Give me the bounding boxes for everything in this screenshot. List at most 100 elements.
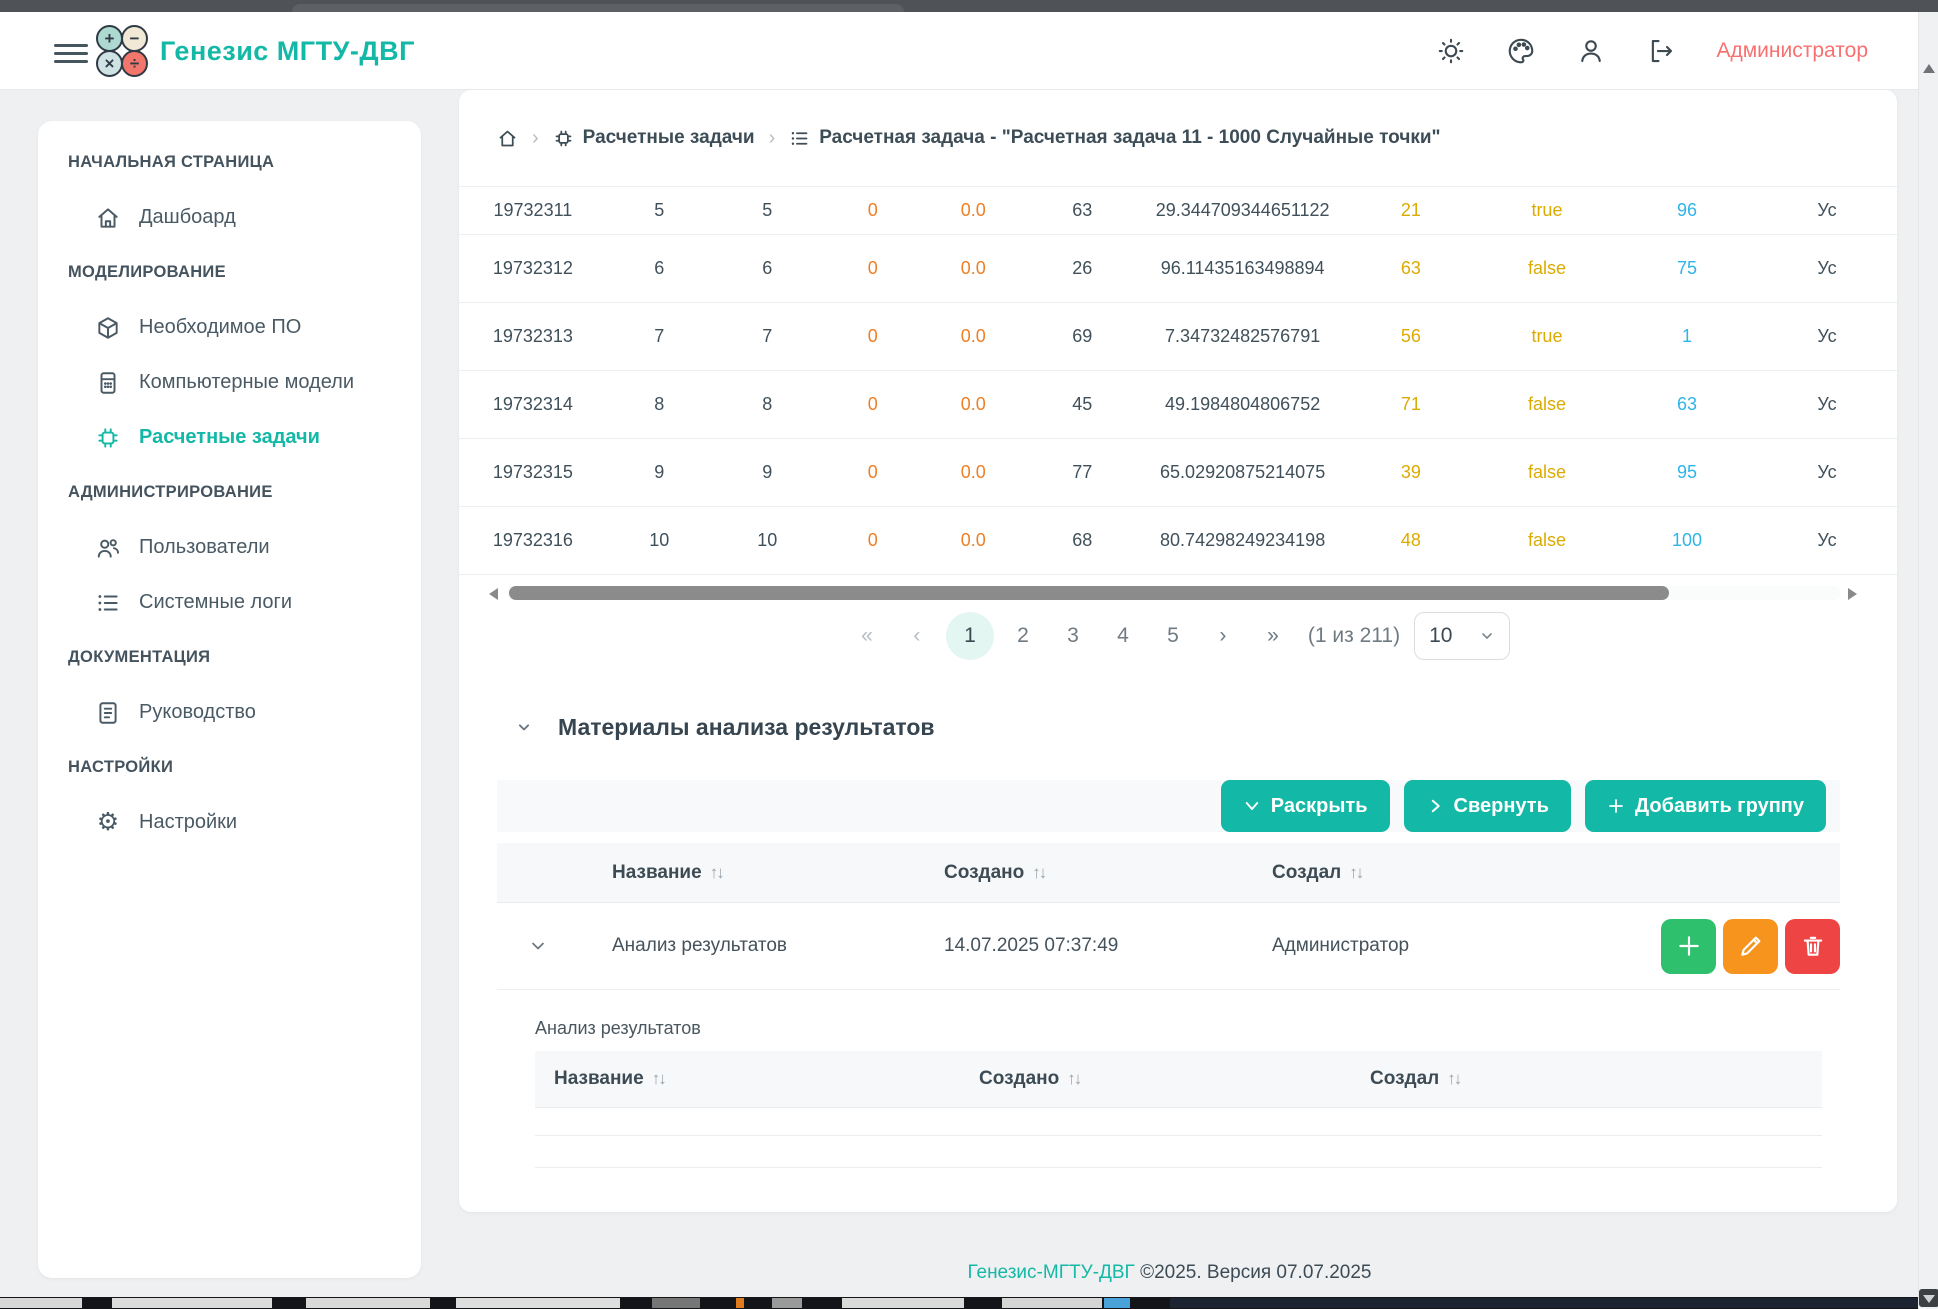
cell: 63 — [1400, 258, 1421, 278]
sidebar-item-label: Дашбоард — [139, 206, 236, 228]
add-group-button[interactable]: Добавить группу — [1584, 780, 1826, 832]
sidebar-item-software[interactable]: Необходимое ПО — [38, 300, 421, 355]
scroll-down-arrow[interactable] — [1919, 1289, 1938, 1307]
sort-icon[interactable] — [652, 1069, 665, 1089]
calculator-icon — [95, 370, 121, 396]
breadcrumb-calculation-tasks[interactable]: Расчетные задачи — [553, 127, 755, 149]
list-icon — [791, 131, 808, 145]
sidebar-item-label: Пользователи — [139, 536, 270, 558]
cell: 45 — [1072, 394, 1093, 414]
table-row[interactable]: 19732311 5 5 0 0.0 63 29.344709344651122… — [459, 187, 1897, 235]
column-header-created[interactable]: Создано — [979, 1068, 1370, 1090]
column-header-name[interactable]: Название — [578, 862, 911, 884]
pagination-page-5[interactable]: 5 — [1167, 624, 1179, 647]
table-row[interactable]: 19732315 9 9 0 0.0 77 65.02920875214075 … — [459, 439, 1897, 507]
sidebar-item-manual[interactable]: Руководство — [38, 685, 421, 740]
cell: 96 — [1676, 200, 1697, 220]
cell: 10 — [757, 530, 778, 550]
collapse-all-button[interactable]: Свернуть — [1403, 780, 1571, 832]
cell: 77 — [1072, 462, 1093, 482]
user-icon[interactable] — [1576, 36, 1606, 66]
group-name: Анализ результатов — [612, 935, 788, 956]
scroll-left-arrow-icon[interactable] — [489, 588, 498, 600]
expand-all-button[interactable]: Раскрыть — [1220, 780, 1390, 832]
group-row: Анализ результатов 14.07.2025 07:37:49 А… — [497, 903, 1840, 990]
pagination-first[interactable]: « — [861, 624, 873, 647]
main-content-card: › Расчетные задачи › Расчетная задача - … — [459, 90, 1897, 1212]
sort-icon[interactable] — [1032, 863, 1045, 883]
table-row[interactable]: 19732314 8 8 0 0.0 45 49.1984804806752 7… — [459, 371, 1897, 439]
cell: Ус — [1817, 326, 1837, 346]
cell: 56 — [1400, 326, 1421, 346]
table-row[interactable]: 19732312 6 6 0 0.0 26 96.11435163498894 … — [459, 235, 1897, 303]
sidebar-item-settings[interactable]: ⚙ Настройки — [38, 795, 421, 850]
table-row[interactable]: 19732313 7 7 0 0.0 69 7.34732482576791 5… — [459, 303, 1897, 371]
sort-icon[interactable] — [1067, 1069, 1080, 1089]
group-table-header: Название Создано Создал — [497, 843, 1840, 903]
cell: 26 — [1072, 258, 1093, 278]
edit-group-button[interactable] — [1723, 918, 1778, 974]
sidebar-item-computer-models[interactable]: Компьютерные модели — [38, 355, 421, 410]
cell: 7 — [654, 326, 665, 346]
menu-toggle-button[interactable] — [54, 39, 88, 65]
users-icon — [95, 535, 121, 561]
scroll-up-arrow-icon[interactable] — [1923, 64, 1935, 73]
sidebar-item-dashboard[interactable]: Дашбоард — [38, 190, 421, 245]
column-header-creator[interactable]: Создал — [1370, 1068, 1822, 1090]
pagination-page-3[interactable]: 3 — [1067, 624, 1079, 647]
pagination-last[interactable]: » — [1267, 624, 1279, 647]
user-role-label[interactable]: Администратор — [1716, 39, 1868, 62]
horizontal-scrollbar-thumb[interactable] — [509, 586, 1669, 600]
delete-group-button[interactable] — [1785, 918, 1840, 974]
group-creator: Администратор — [1272, 935, 1410, 956]
breadcrumb-home[interactable] — [497, 128, 518, 149]
pagination-next[interactable]: › — [1219, 624, 1227, 647]
inner-table-header: Название Создано Создал — [535, 1051, 1822, 1108]
pagination-page-4[interactable]: 4 — [1117, 624, 1129, 647]
sort-icon[interactable] — [710, 863, 723, 883]
table-row[interactable]: 19732316 10 10 0 0.0 68 80.7429824923419… — [459, 507, 1897, 575]
page-size-select[interactable]: 10 — [1414, 612, 1511, 660]
cell: 29.344709344651122 — [1155, 200, 1330, 220]
column-header-name[interactable]: Название — [535, 1068, 979, 1090]
chip-icon — [555, 130, 572, 146]
pagination-page-2[interactable]: 2 — [1017, 624, 1029, 647]
cell: 0 — [867, 530, 878, 550]
sidebar-item-calculation-tasks[interactable]: Расчетные задачи — [38, 410, 421, 465]
pagination-prev[interactable]: ‹ — [913, 624, 921, 647]
home-icon — [95, 205, 121, 231]
section-collapse-chevron-icon[interactable] — [514, 717, 534, 737]
column-header-created[interactable]: Создано — [911, 862, 1242, 884]
horizontal-scrollbar-track[interactable] — [507, 586, 1841, 600]
chip-icon — [95, 425, 121, 451]
taskbar-fragment — [306, 1298, 430, 1308]
manual-icon — [95, 700, 121, 726]
sidebar: НАЧАЛЬНАЯ СТРАНИЦА Дашбоард МОДЕЛИРОВАНИ… — [38, 121, 421, 1278]
sidebar-item-users[interactable]: Пользователи — [38, 520, 421, 575]
sidebar-item-label: Необходимое ПО — [139, 316, 302, 338]
pagination-page-1[interactable]: 1 — [945, 612, 994, 660]
scroll-right-arrow-icon[interactable] — [1848, 588, 1857, 600]
sidebar-section-documentation: ДОКУМЕНТАЦИЯ — [68, 648, 211, 666]
sort-icon[interactable] — [1447, 1069, 1460, 1089]
cell: 9 — [762, 462, 773, 482]
vertical-scrollbar[interactable] — [1918, 12, 1938, 1309]
sidebar-item-system-logs[interactable]: Системные логи — [38, 575, 421, 630]
sort-icon[interactable] — [1349, 863, 1362, 883]
home-icon — [499, 130, 516, 146]
taskbar-fragment — [652, 1298, 700, 1308]
theme-sun-icon[interactable] — [1436, 36, 1466, 66]
add-item-button[interactable] — [1661, 918, 1716, 974]
horizontal-scrollbar — [459, 585, 1897, 603]
group-expander-chevron-icon[interactable] — [528, 936, 548, 956]
breadcrumb-separator: › — [768, 126, 776, 149]
sidebar-item-label: Настройки — [139, 811, 238, 833]
palette-icon[interactable] — [1506, 36, 1536, 66]
logout-icon[interactable] — [1646, 36, 1676, 66]
cell: false — [1527, 394, 1566, 414]
column-header-creator[interactable]: Создал — [1242, 862, 1640, 884]
cell: 21 — [1400, 200, 1421, 220]
sidebar-section-administration: АДМИНИСТРИРОВАНИЕ — [68, 483, 273, 501]
footer-brand-link[interactable]: Генезис-МГТУ-ДВГ — [967, 1262, 1135, 1283]
